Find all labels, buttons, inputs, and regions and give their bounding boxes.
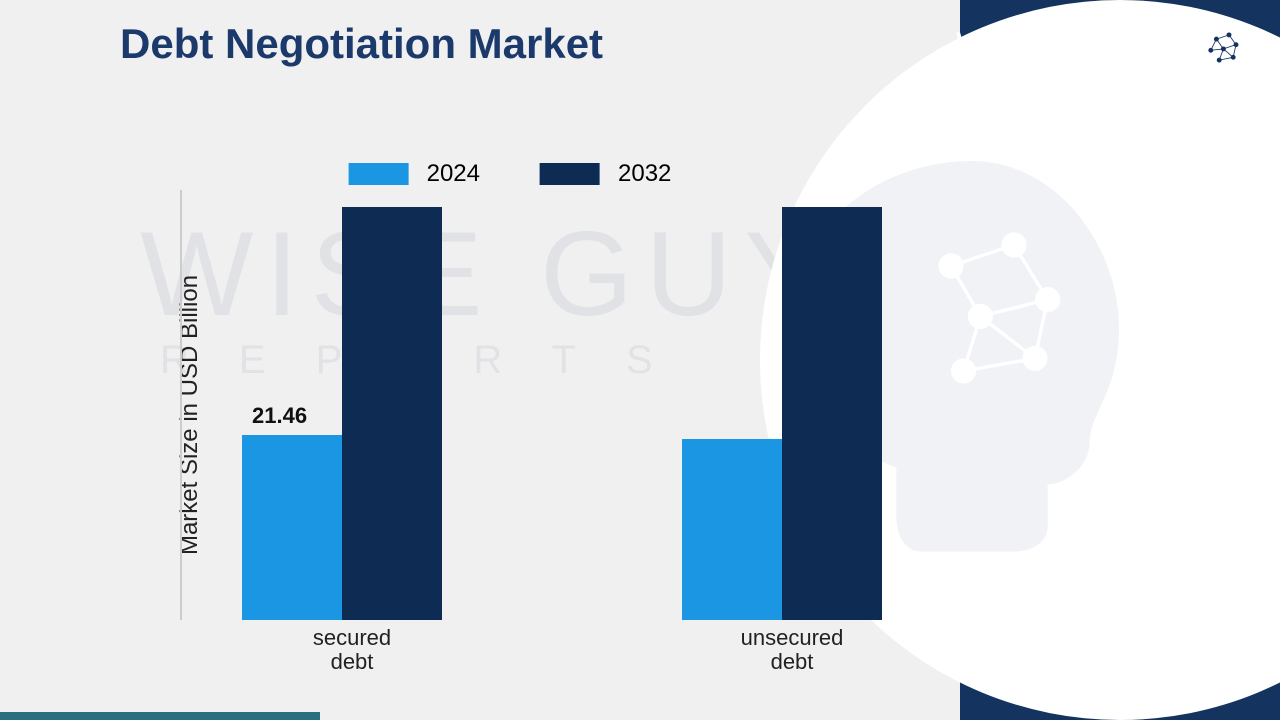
bar-2032 [342,207,442,620]
bar-2024 [682,439,782,620]
page-root: WISE GUY REPORTS Debt Negotiation Market… [0,0,1280,720]
chart-plot: 21.46secureddebt unsecureddebt [180,190,960,620]
brand-logo-sub: REPORTS [956,71,1172,89]
legend-label: 2032 [618,160,671,188]
bottom-accent-bar [0,712,320,720]
x-axis-category-label: secureddebt [242,620,462,674]
brand-head-icon [1180,18,1250,98]
legend-item-2032: 2032 [540,160,671,188]
legend-label: 2024 [427,160,480,188]
x-axis-category-label: unsecureddebt [682,620,902,674]
legend-swatch [540,163,600,185]
bar-group: 21.46secureddebt [242,207,462,620]
chart-title: Debt Negotiation Market [120,20,603,68]
legend-swatch [349,163,409,185]
bar-value-label: 21.46 [252,403,307,429]
brand-logo-main: WISE GUY [956,27,1172,67]
bar-2024: 21.46 [242,435,342,620]
legend-item-2024: 2024 [349,160,480,188]
chart-area: Market Size in USD Billion 2024 2032 21.… [60,150,960,680]
bar-group: unsecureddebt [682,207,902,620]
brand-logo: WISE GUY REPORTS [956,18,1250,98]
chart-legend: 2024 2032 [349,160,672,188]
bar-2032 [782,207,882,620]
